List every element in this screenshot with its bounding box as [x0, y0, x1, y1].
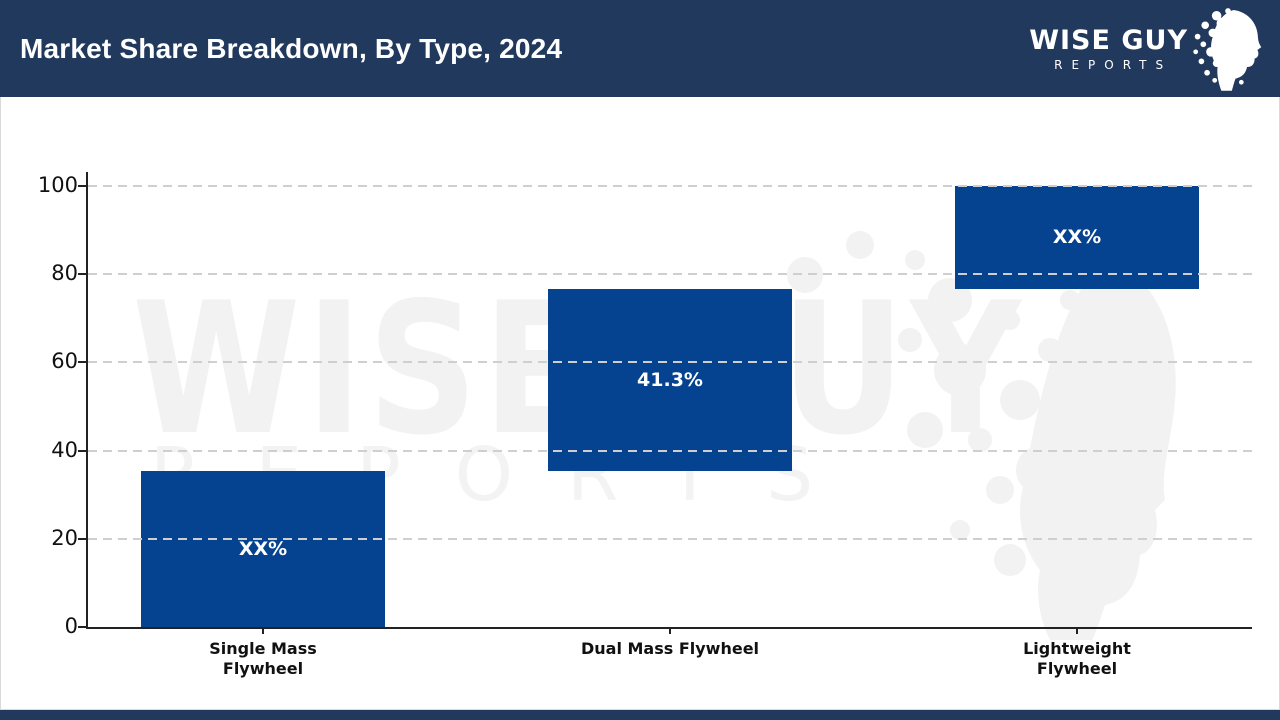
x-tick-single-mass-flywheel [262, 628, 264, 634]
y-tick-20 [78, 537, 86, 540]
bar-value-label-lightweight-flywheel: XX% [1052, 226, 1102, 249]
y-tick-60 [78, 361, 86, 364]
x-category-label-line: Flywheel [222, 659, 304, 679]
gridline-20 [88, 537, 1252, 540]
header-bar: Market Share Breakdown, By Type, 2024 WI… [0, 0, 1280, 97]
x-category-label-line: Single Mass [209, 639, 317, 658]
bar-value-label-single-mass-flywheel: XX% [238, 537, 288, 560]
x-category-label-line: Dual Mass Flywheel [580, 639, 760, 658]
gridline-40 [88, 449, 1252, 452]
wiseguy-face-icon [1193, 7, 1262, 91]
bar-segment-dual-mass-flywheel [548, 288, 792, 471]
wiseguy-logo: WISE GUY REPORTS [1029, 6, 1266, 92]
bar-segment-lightweight-flywheel [955, 186, 1199, 289]
wiseguy-logo-text: WISE GUY REPORTS [1029, 27, 1188, 71]
y-tick-80 [78, 273, 86, 276]
y-tick-40 [78, 449, 86, 452]
bar-segment-single-mass-flywheel [141, 470, 385, 627]
x-category-label-line: Flywheel [1036, 659, 1118, 679]
footer-bar [0, 710, 1280, 720]
y-tick-100 [78, 185, 86, 187]
y-tick-label-60: 60 [51, 349, 78, 374]
gridline-100 [88, 185, 1252, 187]
y-axis-line [86, 172, 88, 629]
y-tick-label-100: 100 [37, 173, 78, 197]
x-category-label-dual-mass-flywheel: Dual Mass Flywheel [510, 639, 830, 659]
wiseguy-logo-name: WISE GUY [1029, 24, 1188, 56]
y-tick-0 [78, 626, 86, 628]
x-category-label-line: Lightweight [1023, 639, 1131, 658]
x-tick-dual-mass-flywheel [669, 628, 671, 634]
y-tick-label-80: 80 [51, 261, 78, 286]
bar-value-label-dual-mass-flywheel: 41.3% [637, 368, 703, 391]
x-category-label-single-mass-flywheel: Single Mass Flywheel [103, 639, 423, 680]
gridline-80 [88, 273, 1252, 276]
y-tick-label-0: 0 [64, 614, 78, 638]
x-tick-lightweight-flywheel [1076, 628, 1078, 634]
x-category-label-lightweight-flywheel: Lightweight Flywheel [917, 639, 1237, 680]
gridline-60 [88, 361, 1252, 364]
y-tick-label-20: 20 [51, 525, 78, 550]
wiseguy-logo-subtitle: REPORTS [1054, 57, 1173, 72]
y-tick-label-40: 40 [51, 437, 78, 462]
page-title: Market Share Breakdown, By Type, 2024 [20, 32, 563, 64]
